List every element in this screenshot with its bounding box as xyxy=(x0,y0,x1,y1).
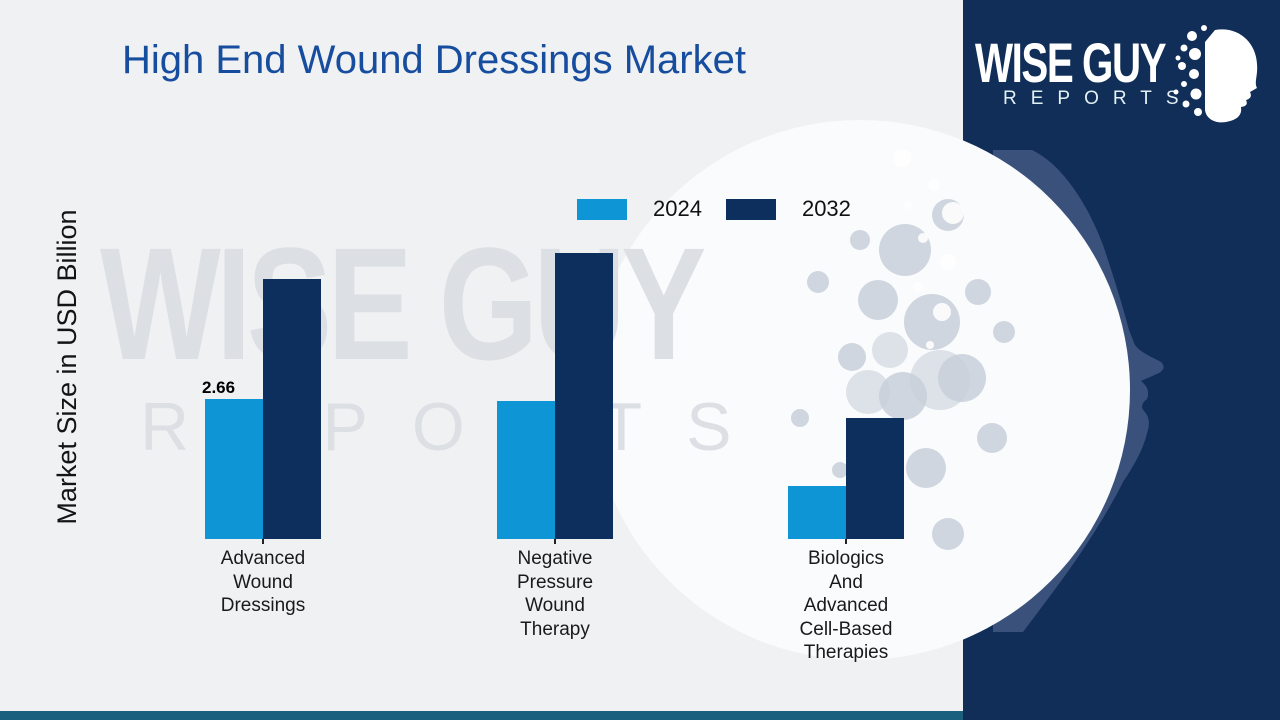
logo-reports-text: REPORTS xyxy=(1003,88,1193,109)
bar-2032-2 xyxy=(555,253,613,539)
logo-wiseguy-text: WISE GUY xyxy=(975,31,1167,94)
category-label-3: Biologics And Advanced Cell-Based Therap… xyxy=(799,548,893,663)
legend-item-2032: 2032 xyxy=(725,196,851,222)
bar-value-label: 2.66 xyxy=(202,378,236,397)
category-label-2: Negative Pressure Wound Therapy xyxy=(516,548,594,640)
category-label-1: Advanced Wound Dressings xyxy=(220,548,306,616)
legend-swatch-2024 xyxy=(577,198,627,220)
x-tick xyxy=(262,539,264,544)
x-tick xyxy=(845,539,847,544)
logo-face-icon xyxy=(1173,25,1258,123)
legend-item-2024: 2024 xyxy=(577,196,702,222)
bar-2032-3 xyxy=(846,418,904,539)
bar-2024-2 xyxy=(497,401,555,539)
x-tick xyxy=(554,539,556,544)
legend-label-2032: 2032 xyxy=(801,196,851,221)
bottom-accent-bar xyxy=(0,711,963,720)
page-title: High End Wound Dressings Market xyxy=(122,38,746,82)
bar-2024-1 xyxy=(205,399,263,539)
legend-label-2024: 2024 xyxy=(653,196,702,221)
bar-2032-1 xyxy=(263,279,321,539)
bar-2024-3 xyxy=(788,486,846,539)
brand-logo: WISE GUY REPORTS xyxy=(975,25,1258,123)
y-axis-label: Market Size in USD Billion xyxy=(52,209,82,525)
legend: 2024 2032 xyxy=(577,196,851,222)
legend-swatch-2032 xyxy=(725,198,776,220)
